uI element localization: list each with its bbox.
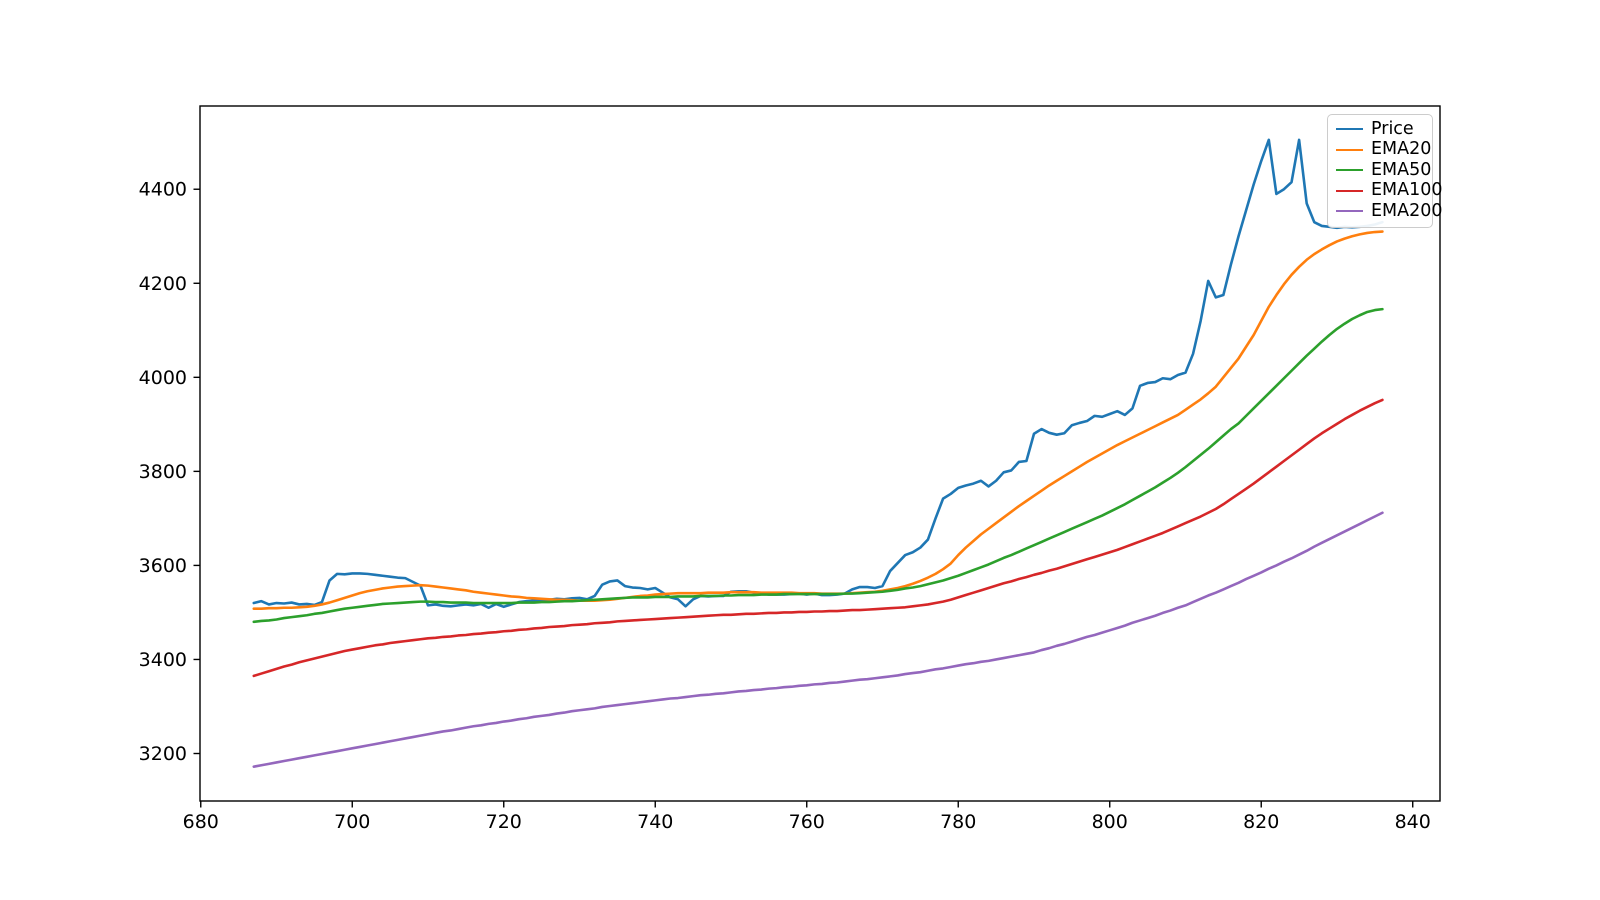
legend-entry-ema200: EMA200 bbox=[1328, 201, 1443, 222]
legend-entry-ema20: EMA20 bbox=[1328, 140, 1432, 161]
x-tick-label: 800 bbox=[1092, 811, 1128, 833]
legend-line-sample-price bbox=[1336, 128, 1363, 131]
series-line-price bbox=[252, 138, 1384, 610]
legend-line-sample-ema20 bbox=[1336, 148, 1363, 151]
legend-entry-price: Price bbox=[1328, 119, 1432, 140]
y-tick-label: 3400 bbox=[139, 649, 187, 671]
y-tick-label: 4200 bbox=[139, 273, 187, 295]
y-tick-label: 4000 bbox=[139, 367, 187, 389]
x-axis: 680 700 720 740 760 780 800 820 840 bbox=[183, 801, 1431, 833]
series-line-ema100 bbox=[252, 398, 1384, 678]
series-line-ema50 bbox=[252, 307, 1384, 624]
series-lines-group bbox=[252, 138, 1384, 768]
y-tick-label: 4400 bbox=[139, 179, 187, 201]
series-line-ema200 bbox=[252, 511, 1384, 768]
legend-line-sample-ema100 bbox=[1336, 189, 1363, 192]
plot-frame bbox=[199, 105, 1441, 802]
y-tick-label: 3600 bbox=[139, 555, 187, 577]
x-tick-label: 820 bbox=[1243, 811, 1279, 833]
x-tick-label: 780 bbox=[940, 811, 976, 833]
legend-line-sample-ema200 bbox=[1336, 210, 1363, 213]
legend-label: EMA100 bbox=[1371, 180, 1443, 200]
x-tick-label: 760 bbox=[789, 811, 825, 833]
legend-line-sample-ema50 bbox=[1336, 169, 1363, 172]
x-tick-label: 700 bbox=[334, 811, 370, 833]
y-tick-label: 3200 bbox=[139, 743, 187, 765]
legend-label: EMA50 bbox=[1371, 159, 1432, 180]
legend-entry-ema100: EMA100 bbox=[1328, 181, 1443, 202]
x-tick-label: 740 bbox=[637, 811, 673, 833]
legend-entry-ema50: EMA50 bbox=[1328, 160, 1432, 181]
legend-label: EMA20 bbox=[1371, 139, 1432, 159]
x-tick-label: 840 bbox=[1395, 811, 1431, 833]
x-tick-label: 680 bbox=[183, 811, 219, 833]
legend-label: Price bbox=[1371, 118, 1414, 139]
y-tick-label: 3800 bbox=[139, 461, 187, 483]
legend-label: EMA200 bbox=[1371, 200, 1443, 221]
series-line-ema20 bbox=[252, 230, 1384, 610]
legend-box: Price EMA20 EMA50 EMA100 EMA200 bbox=[1327, 114, 1443, 228]
y-axis: 3200 3400 3600 3800 4000 4200 4400 bbox=[139, 179, 200, 765]
x-tick-label: 720 bbox=[486, 811, 522, 833]
